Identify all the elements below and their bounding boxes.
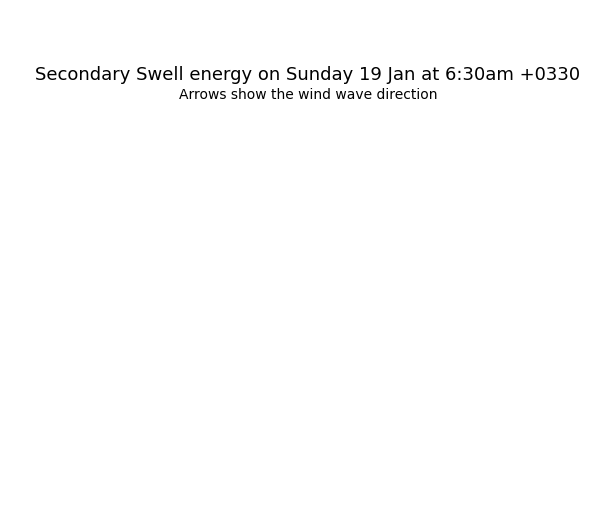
Text: Arrows show the wind wave direction: Arrows show the wind wave direction [178,88,438,101]
Text: Secondary Swell energy on Sunday 19 Jan at 6:30am +0330: Secondary Swell energy on Sunday 19 Jan … [35,66,581,84]
